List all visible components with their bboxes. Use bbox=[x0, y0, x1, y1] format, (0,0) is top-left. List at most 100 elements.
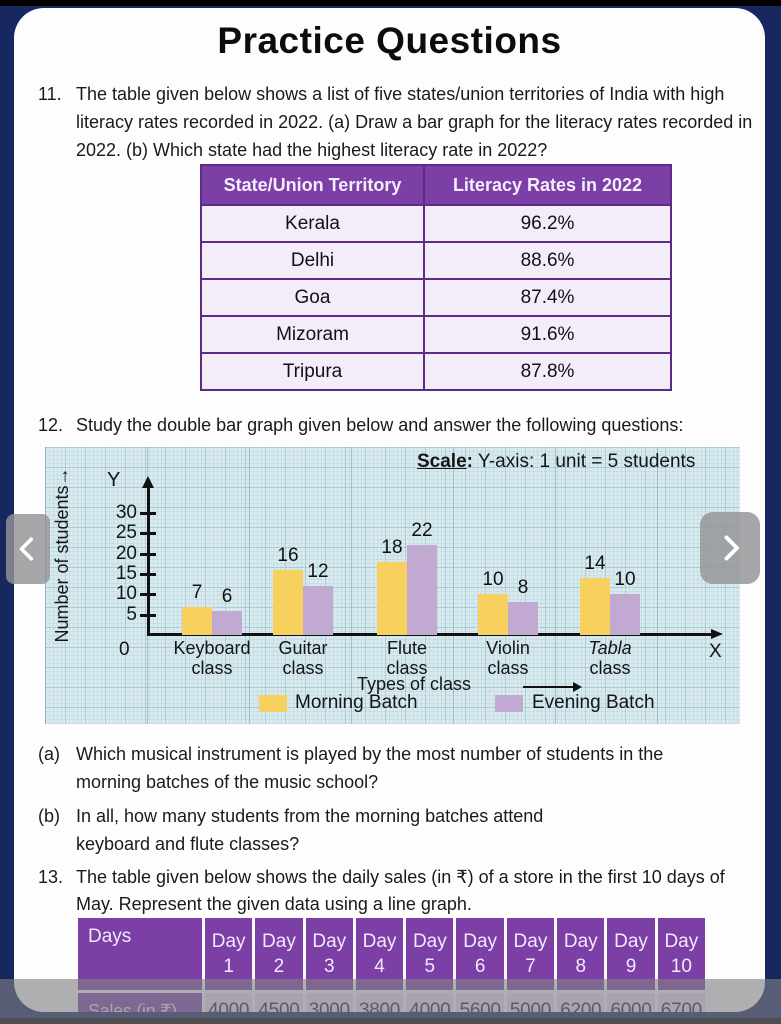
legend-swatch-morning bbox=[259, 695, 287, 712]
x-axis-letter: X bbox=[709, 641, 722, 662]
evening-bar bbox=[303, 586, 333, 635]
y-tick-label: 5 bbox=[126, 603, 137, 625]
bar-value-label: 10 bbox=[614, 569, 636, 591]
y-tick-label: 15 bbox=[115, 562, 137, 584]
rate-cell: 87.4% bbox=[423, 278, 672, 317]
chart-scale-text: Y-axis: 1 unit = 5 students bbox=[477, 451, 696, 472]
day-header-cell: Day 1 bbox=[205, 918, 253, 990]
y-tick-mark bbox=[140, 593, 156, 597]
bar-value-label: 7 bbox=[191, 581, 203, 603]
y-axis-arrow-icon bbox=[142, 476, 154, 488]
category-label: Flute class bbox=[386, 638, 428, 678]
bar-value-label: 10 bbox=[482, 569, 504, 591]
bar-value-label: 22 bbox=[411, 520, 433, 542]
chart-scale-block: Scale: Y-axis: 1 unit = 5 students bbox=[417, 451, 717, 473]
y-tick-mark bbox=[140, 613, 156, 617]
day-header-cell: Day 5 bbox=[406, 918, 454, 990]
rate-cell: 88.6% bbox=[423, 241, 672, 280]
question-12a-text: Which musical instrument is played by th… bbox=[76, 744, 664, 792]
morning-bar bbox=[377, 561, 407, 635]
rate-cell: 96.2% bbox=[423, 204, 672, 243]
question-12-text: Study the double bar graph given below a… bbox=[76, 415, 684, 435]
chart-scale-colon: : bbox=[466, 451, 473, 472]
question-13-text: The table given below shows the daily sa… bbox=[76, 867, 725, 914]
evening-bar bbox=[212, 610, 242, 635]
y-tick-label: 20 bbox=[115, 542, 137, 564]
y-axis-title: Number of students→ bbox=[52, 467, 72, 643]
y-axis-letter: Y bbox=[107, 469, 121, 491]
days-header-cell: Days bbox=[78, 918, 202, 990]
morning-bar bbox=[478, 594, 508, 635]
day-header-cell: Day 7 bbox=[506, 918, 555, 990]
table-row: Kerala 96.2% bbox=[200, 204, 672, 243]
chart-scale-title: Scale bbox=[417, 451, 467, 472]
question-12b-text: In all, how many students from the morni… bbox=[76, 806, 544, 854]
question-11: 11. The table given below shows a list o… bbox=[14, 80, 765, 164]
question-12a-number: (a) bbox=[38, 744, 60, 764]
question-11-text: The table given below shows a list of fi… bbox=[76, 84, 753, 160]
day-header-cell: Day 3 bbox=[305, 918, 353, 990]
state-cell: Tripura bbox=[200, 352, 425, 391]
y-tick-mark bbox=[140, 552, 156, 556]
day-header-cell: Day 9 bbox=[607, 918, 655, 990]
category-label: Guitar class bbox=[278, 638, 328, 678]
category-label: Violin class bbox=[486, 638, 530, 678]
day-header-cell: Day 4 bbox=[355, 918, 404, 990]
literacy-table-header-state: State/Union Territory bbox=[200, 164, 425, 206]
table-row: Tripura 87.8% bbox=[200, 352, 672, 391]
prev-page-button[interactable] bbox=[6, 514, 50, 584]
evening-bar bbox=[407, 545, 437, 635]
day-header-cell: Day 10 bbox=[657, 918, 705, 990]
table-row: Mizoram 91.6% bbox=[200, 315, 672, 354]
x-title-arrow-icon bbox=[523, 686, 575, 688]
literacy-table-header-rate: Literacy Rates in 2022 bbox=[423, 164, 672, 206]
morning-bar bbox=[580, 578, 610, 635]
state-cell: Mizoram bbox=[200, 315, 425, 354]
question-11-number: 11. bbox=[38, 84, 62, 104]
bottom-overlay bbox=[0, 979, 781, 1024]
double-bar-chart: Scale: Y-axis: 1 unit = 5 students Numbe… bbox=[45, 447, 740, 724]
x-title-arrowhead-icon bbox=[573, 682, 582, 692]
rate-cell: 91.6% bbox=[423, 315, 672, 354]
question-12b-number: (b) bbox=[38, 806, 60, 826]
chevron-right-icon bbox=[724, 535, 739, 561]
evening-bar bbox=[508, 602, 538, 635]
legend-label-evening: Evening Batch bbox=[532, 692, 655, 713]
origin-label: 0 bbox=[119, 639, 130, 660]
state-cell: Delhi bbox=[200, 241, 425, 280]
chevron-left-icon bbox=[19, 537, 34, 561]
question-12a: (a) Which musical instrument is played b… bbox=[14, 740, 765, 796]
day-header-cell: Day 8 bbox=[557, 918, 605, 990]
next-page-button[interactable] bbox=[700, 512, 760, 584]
x-axis-title: Types of class bbox=[357, 674, 472, 694]
day-header-cell: Day 6 bbox=[456, 918, 504, 990]
morning-bar bbox=[273, 569, 303, 635]
y-tick-label: 10 bbox=[115, 583, 137, 605]
morning-bar bbox=[182, 606, 212, 635]
question-12: 12. Study the double bar graph given bel… bbox=[14, 411, 765, 439]
x-axis-arrow-icon bbox=[711, 629, 723, 639]
bar-value-label: 14 bbox=[584, 553, 606, 575]
literacy-table-body: Kerala 96.2% Delhi 88.6% Goa 87.4% Mizoram 91.6… bbox=[200, 204, 672, 391]
table-row: Delhi 88.6% bbox=[200, 241, 672, 280]
y-tick-mark bbox=[140, 532, 156, 536]
y-tick-label: 25 bbox=[115, 522, 137, 544]
y-tick-mark bbox=[140, 572, 156, 576]
question-12b: (b) In all, how many students from the m… bbox=[14, 802, 765, 858]
y-axis-line bbox=[147, 487, 150, 635]
literacy-table-header-row: State/Union Territory Literacy Rates in … bbox=[200, 164, 672, 206]
question-12-number: 12. bbox=[38, 415, 64, 435]
question-13-number: 13. bbox=[38, 867, 64, 887]
literacy-table: State/Union Territory Literacy Rates in … bbox=[200, 164, 672, 391]
bar-value-label: 16 bbox=[277, 544, 299, 566]
bar-value-label: 8 bbox=[517, 577, 529, 599]
y-tick-label: 30 bbox=[115, 501, 137, 523]
page-title: Practice Questions bbox=[217, 20, 562, 61]
bar-value-label: 18 bbox=[381, 536, 403, 558]
day-header-cell: Day 2 bbox=[255, 918, 303, 990]
y-tick-mark bbox=[140, 511, 156, 515]
document-card: Practice Questions 11. The table given b… bbox=[14, 8, 765, 1012]
state-cell: Goa bbox=[200, 278, 425, 317]
legend-label-morning: Morning Batch bbox=[295, 692, 418, 713]
bar-value-label: 12 bbox=[307, 561, 329, 583]
